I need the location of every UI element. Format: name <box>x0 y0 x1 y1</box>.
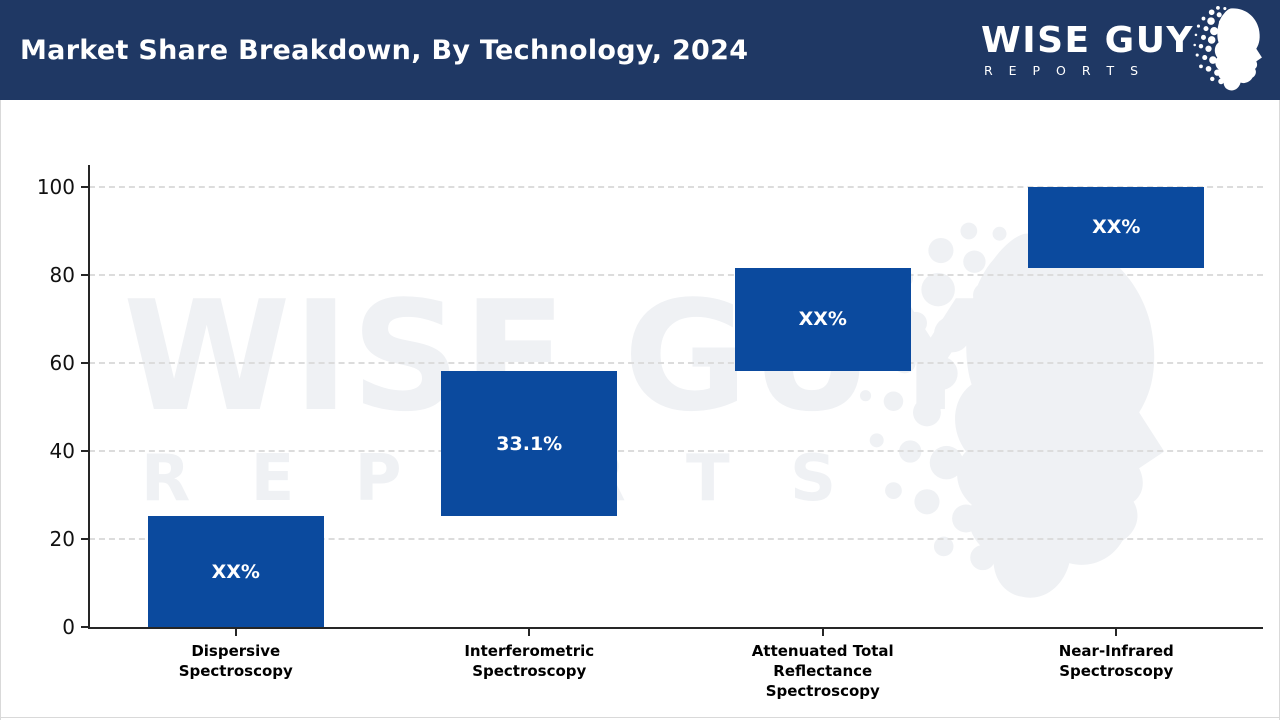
logo-text: WISE GUY R E P O R T S <box>980 19 1194 78</box>
wise-guy-logo: WISE GUY R E P O R T S <box>981 6 1266 94</box>
y-tick-mark <box>81 185 89 188</box>
y-tick-label: 60 <box>49 350 75 375</box>
y-tick-label: 100 <box>36 174 75 199</box>
header-bar: Market Share Breakdown, By Technology, 2… <box>0 0 1280 100</box>
y-tick-label: 20 <box>49 526 75 551</box>
gridline <box>89 449 1263 452</box>
x-tick-mark <box>1115 629 1118 636</box>
y-tick-label: 40 <box>49 438 75 463</box>
bar: XX% <box>734 267 911 371</box>
x-tick-mark <box>528 629 531 636</box>
y-tick-label: 80 <box>49 262 75 287</box>
bar-value-label: 33.1% <box>496 432 563 455</box>
gridline <box>89 361 1263 364</box>
x-tick-mark <box>234 629 237 636</box>
x-tick-mark <box>821 629 824 636</box>
x-category-label: Attenuated Total Reflectance Spectroscop… <box>751 642 894 700</box>
y-tick-mark <box>81 449 89 452</box>
bar: XX% <box>147 516 324 627</box>
y-tick-label: 0 <box>62 615 75 639</box>
y-tick-mark <box>81 273 89 276</box>
bar-value-label: XX% <box>211 560 260 583</box>
y-tick-mark <box>81 537 89 540</box>
bar-value-label: XX% <box>798 308 847 331</box>
x-category-label: Interferometric Spectroscopy <box>464 642 595 680</box>
wise-guy-face-icon <box>1190 6 1266 94</box>
bar: XX% <box>1028 186 1205 268</box>
logo-wordmark: WISE GUY <box>980 19 1194 61</box>
x-axis-line <box>88 627 1263 629</box>
x-category-label: Dispersive Spectroscopy <box>178 642 293 680</box>
bar: 33.1% <box>441 370 618 517</box>
y-axis-line <box>88 165 90 629</box>
logo-subtext: R E P O R T S <box>983 62 1145 78</box>
bar-value-label: XX% <box>1092 216 1141 239</box>
y-tick-mark <box>81 626 89 628</box>
x-category-label: Near-Infrared Spectroscopy <box>1058 642 1174 680</box>
gridline <box>89 185 1263 188</box>
gridline <box>89 537 1263 540</box>
chart-area: WISE GUY R E P O R T S 020406080100XX%Di… <box>0 100 1280 720</box>
gridline <box>89 273 1263 276</box>
bottom-border <box>1 717 1280 718</box>
y-tick-mark <box>81 361 89 364</box>
page-title: Market Share Breakdown, By Technology, 2… <box>20 34 749 66</box>
